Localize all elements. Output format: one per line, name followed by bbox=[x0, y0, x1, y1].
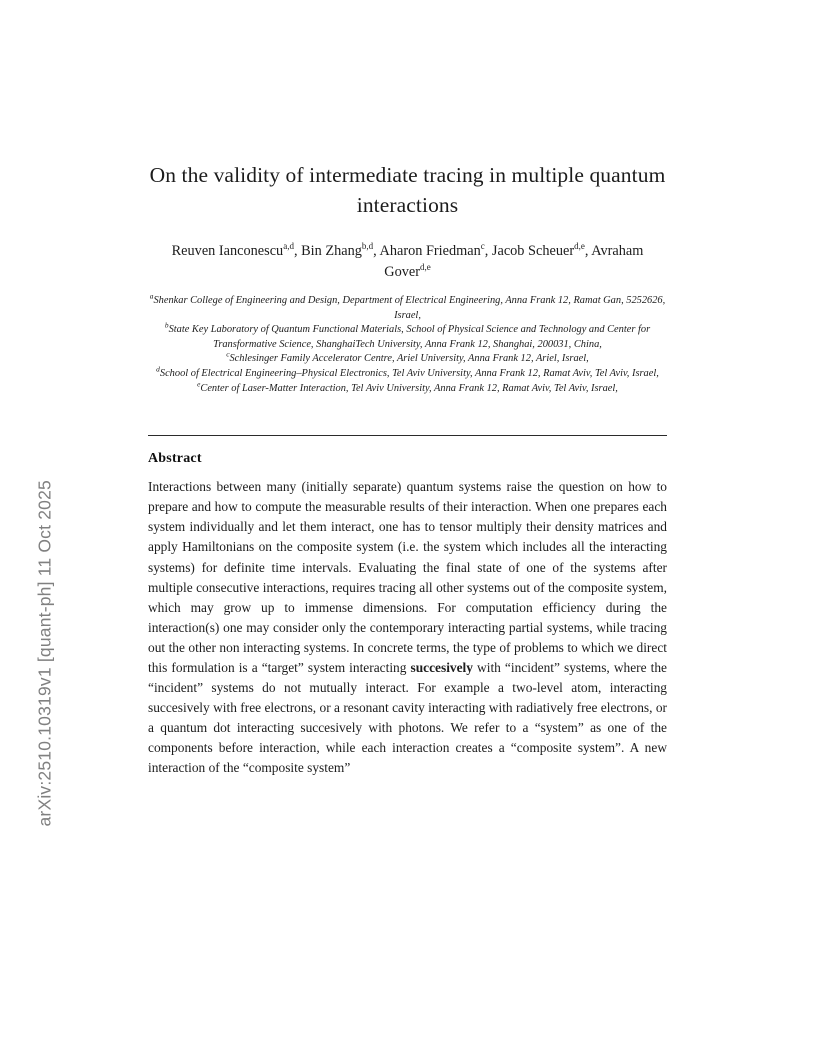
affiliation-mark: e bbox=[197, 379, 201, 389]
affiliation-mark: b bbox=[164, 320, 169, 330]
affiliation-text: Shenkar College of Engineering and Desig… bbox=[153, 295, 666, 321]
page-title: On the validity of intermediate tracing … bbox=[149, 163, 666, 217]
affiliation-text: State Key Laboratory of Quantum Function… bbox=[168, 324, 651, 350]
affiliation-item: bState Key Laboratory of Quantum Functio… bbox=[148, 320, 667, 352]
author-separator: , bbox=[484, 243, 492, 259]
affiliation-mark: d bbox=[156, 364, 160, 374]
author-separator: , bbox=[373, 243, 380, 259]
author-separator: , bbox=[293, 243, 302, 259]
author-name: Aharon Friedmanc bbox=[379, 241, 485, 259]
abstract-body: Interactions between many (initially sep… bbox=[148, 477, 667, 778]
author-affiliation-marks: a,d bbox=[283, 241, 294, 252]
affiliation-text: Center of Laser-Matter Interaction, Tel … bbox=[200, 382, 618, 394]
arxiv-stamp: arXiv:2510.10319v1 [quant-ph] 11 Oct 202… bbox=[0, 0, 90, 1056]
paper-content-column: On the validity of intermediate tracing … bbox=[148, 0, 667, 1056]
author-name: Avraham Goverd,e bbox=[384, 243, 644, 280]
affiliation-mark: c bbox=[226, 349, 230, 359]
author-name: Reuven Ianconescua,d bbox=[171, 241, 294, 259]
author-name: Jacob Scheuerd,e bbox=[491, 241, 585, 259]
title-block: On the validity of intermediate tracing … bbox=[148, 160, 667, 220]
author-affiliation-marks: b,d bbox=[361, 241, 374, 252]
abstract-text-part-1: Interactions between many (initially sep… bbox=[148, 479, 667, 675]
affiliation-mark: a bbox=[149, 291, 154, 301]
author-affiliation-marks: d,e bbox=[574, 241, 585, 252]
author-affiliation-marks: d,e bbox=[419, 262, 431, 273]
author-name: Bin Zhangb,d bbox=[301, 241, 374, 259]
affiliation-text: School of Electrical Engineering–Physica… bbox=[159, 367, 659, 379]
abstract-emphasis: succesively bbox=[410, 660, 473, 675]
author-list: Reuven Ianconescua,d, Bin Zhangb,d, Ahar… bbox=[148, 241, 667, 283]
affiliation-item: cSchlesinger Family Accelerator Centre, … bbox=[148, 349, 667, 367]
affiliation-list: aShenkar College of Engineering and Desi… bbox=[148, 291, 667, 397]
arxiv-stamp-text: arXiv:2510.10319v1 [quant-ph] 11 Oct 202… bbox=[34, 480, 55, 827]
affiliation-item: eCenter of Laser-Matter Interaction, Tel… bbox=[148, 379, 667, 397]
author-separator: , bbox=[584, 243, 592, 259]
abstract-heading: Abstract bbox=[148, 451, 202, 467]
affiliation-item: aShenkar College of Engineering and Desi… bbox=[148, 291, 667, 323]
affiliation-text: Schlesinger Family Accelerator Centre, A… bbox=[229, 353, 589, 365]
author-affiliation-marks: c bbox=[480, 241, 485, 252]
abstract-text-part-2: with “incident” systems, where the “inci… bbox=[148, 660, 667, 776]
affiliation-item: dSchool of Electrical Engineering–Physic… bbox=[148, 364, 667, 382]
abstract-divider bbox=[148, 435, 667, 437]
